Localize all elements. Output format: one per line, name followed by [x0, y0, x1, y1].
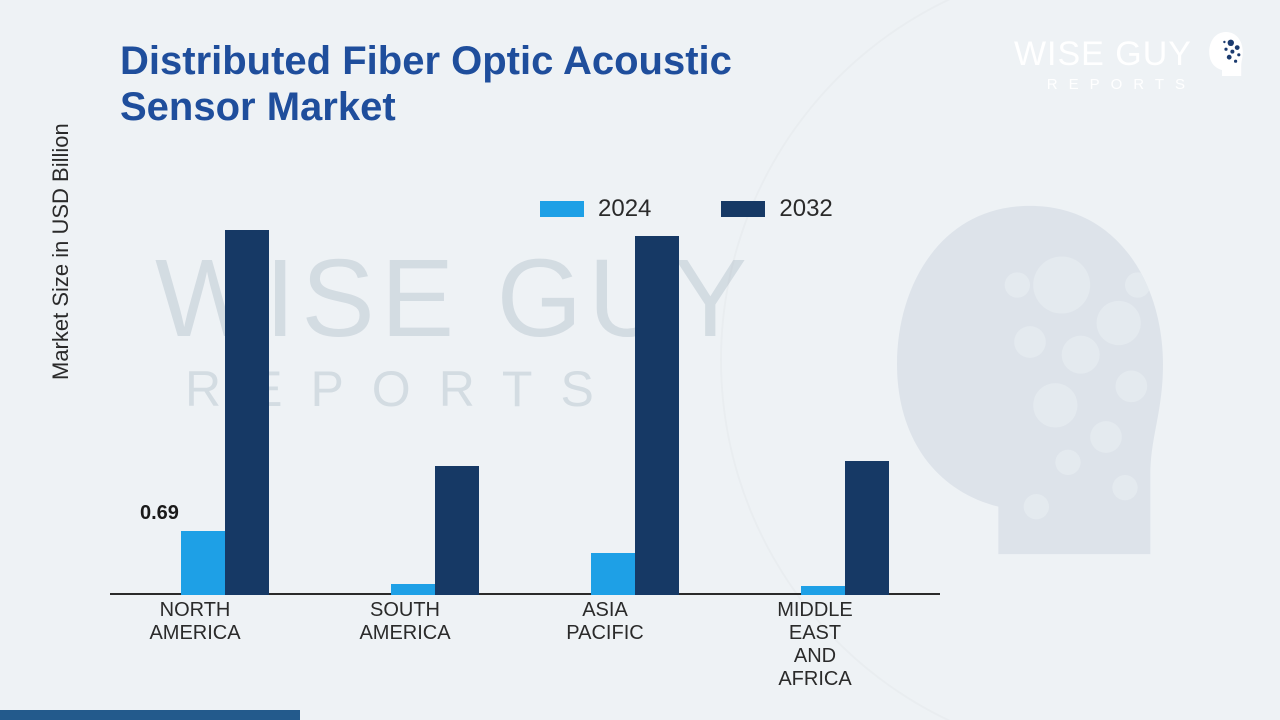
bar-2024 [801, 586, 845, 595]
bar-group [150, 230, 300, 595]
brand-name: WISE GUY [1014, 35, 1192, 74]
legend-label-2032: 2032 [779, 195, 832, 223]
category-label: SOUTHAMERICA [330, 599, 480, 645]
bar-value-label: 0.69 [140, 502, 179, 525]
bar-2024 [591, 553, 635, 595]
category-label: MIDDLEEASTANDAFRICA [740, 599, 890, 691]
brand-logo-main: WISE GUY [1014, 30, 1250, 78]
legend-item-2024: 2024 [540, 195, 651, 223]
brand-sub: REPORTS [1014, 76, 1196, 93]
brand-logo: WISE GUY REPORTS [1014, 30, 1250, 93]
bar-2032 [635, 236, 679, 595]
legend-label-2024: 2024 [598, 195, 651, 223]
bar-2032 [845, 461, 889, 595]
bar-group [770, 461, 920, 595]
bar-group [560, 236, 710, 595]
bar-2024 [391, 584, 435, 595]
category-label: ASIAPACIFIC [530, 599, 680, 645]
legend-item-2032: 2032 [721, 195, 832, 223]
bar-chart: 0.69NORTHAMERICASOUTHAMERICAASIAPACIFICM… [110, 225, 940, 595]
bar-group [360, 466, 510, 596]
bar-2032 [225, 230, 269, 595]
legend-swatch-2024 [540, 201, 584, 217]
legend: 2024 2032 [540, 195, 833, 223]
bar-2032 [435, 466, 479, 596]
bottom-accent-bar [0, 710, 300, 720]
category-label: NORTHAMERICA [120, 599, 270, 645]
brand-head-icon [1202, 30, 1250, 78]
page-title: Distributed Fiber Optic Acoustic Sensor … [120, 38, 740, 130]
legend-swatch-2032 [721, 201, 765, 217]
bar-2024 [181, 531, 225, 595]
y-axis-label: Market Size in USD Billion [48, 123, 74, 380]
